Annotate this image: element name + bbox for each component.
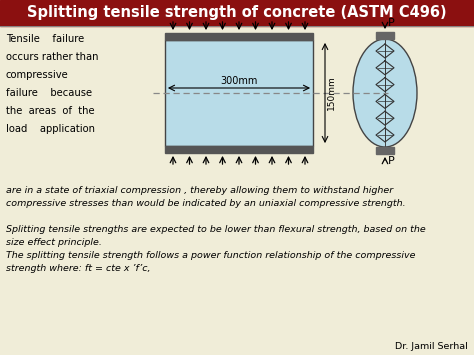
Text: 150mm: 150mm xyxy=(327,76,336,110)
Text: load    application: load application xyxy=(6,124,95,134)
Text: 300mm: 300mm xyxy=(220,76,258,86)
Text: Dr. Jamil Serhal: Dr. Jamil Serhal xyxy=(395,342,468,351)
Ellipse shape xyxy=(353,39,417,147)
Text: compressive: compressive xyxy=(6,70,69,80)
Bar xyxy=(165,40,313,146)
Text: Splitting tensile strength of concrete (ASTM C496): Splitting tensile strength of concrete (… xyxy=(27,5,447,21)
Bar xyxy=(0,0,474,26)
Text: the  areas  of  the: the areas of the xyxy=(6,106,95,116)
Text: The splitting tensile strength follows a power function relationship of the comp: The splitting tensile strength follows a… xyxy=(6,251,416,260)
Text: compressive stresses than would be indicated by an uniaxial compressive strength: compressive stresses than would be indic… xyxy=(6,199,406,208)
Text: strength where: ft = cte x ’f’c,: strength where: ft = cte x ’f’c, xyxy=(6,264,151,273)
Bar xyxy=(165,146,313,153)
Text: Splitting tensile strengths are expected to be lower than flexural strength, bas: Splitting tensile strengths are expected… xyxy=(6,225,426,234)
Text: P: P xyxy=(388,18,395,28)
Text: size effect principle.: size effect principle. xyxy=(6,238,102,247)
Bar xyxy=(376,32,394,39)
Text: failure    because: failure because xyxy=(6,88,92,98)
Text: occurs rather than: occurs rather than xyxy=(6,52,99,62)
Text: Tensile    failure: Tensile failure xyxy=(6,34,84,44)
Text: P: P xyxy=(388,156,395,166)
Text: are in a state of triaxial compression , thereby allowing them to withstand high: are in a state of triaxial compression ,… xyxy=(6,186,393,195)
Bar xyxy=(376,147,394,154)
Bar xyxy=(165,33,313,40)
